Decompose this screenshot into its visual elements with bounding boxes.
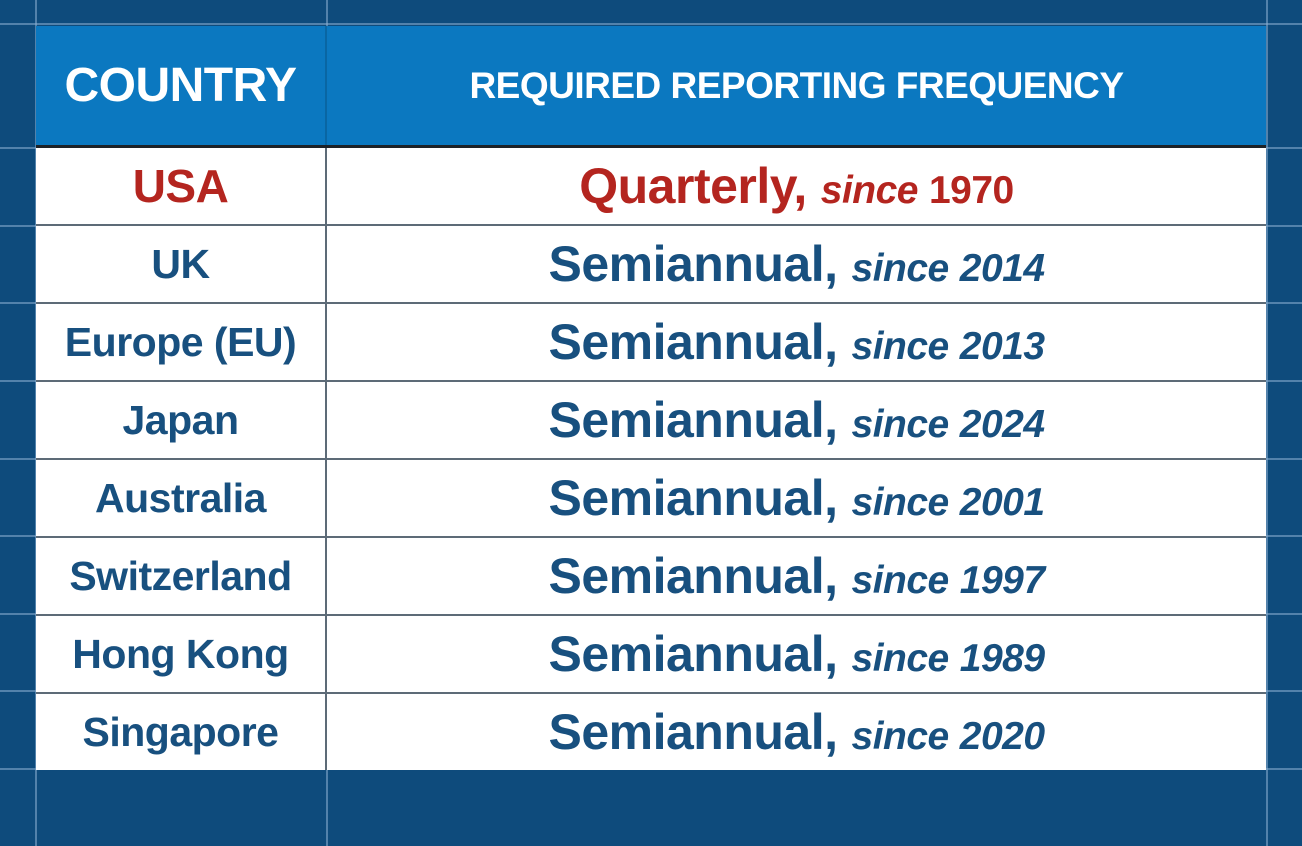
since-word: since (820, 169, 919, 212)
country-cell: Switzerland (36, 538, 327, 614)
frequency-cell: Quarterly, since 1970 (327, 148, 1266, 224)
frequency-cell: Semiannual, since 2020 (327, 694, 1266, 770)
table-body: USA Quarterly, since 1970 UK Semiannual, si… (36, 148, 1266, 770)
background-grid-line-vertical (1266, 0, 1268, 846)
frequency-main-text: Semiannual, (548, 236, 838, 292)
since-year: 2014 (959, 247, 1045, 290)
table-row: Japan Semiannual, since 2024 (36, 382, 1266, 460)
country-cell: Hong Kong (36, 616, 327, 692)
table-row: Hong Kong Semiannual, since 1989 (36, 616, 1266, 694)
country-label: Singapore (82, 708, 279, 755)
since-year: 2020 (959, 715, 1045, 758)
column-header-frequency: REQUIRED REPORTING FREQUENCY (469, 64, 1124, 106)
frequency-text: Semiannual, since 2014 (548, 235, 1045, 293)
frequency-cell: Semiannual, since 2013 (327, 304, 1266, 380)
country-label: Japan (122, 396, 240, 443)
frequency-cell: Semiannual, since 1989 (327, 616, 1266, 692)
since-year: 2001 (959, 481, 1045, 524)
since-year: 2024 (959, 403, 1045, 446)
country-label: Europe (EU) (64, 318, 297, 365)
frequency-text: Semiannual, since 1989 (548, 625, 1045, 683)
since-word: since (851, 481, 950, 524)
country-cell: UK (36, 226, 327, 302)
frequency-text: Semiannual, since 2013 (548, 313, 1045, 371)
reporting-frequency-table: COUNTRY REQUIRED REPORTING FREQUENCY USA… (36, 26, 1266, 770)
frequency-main-text: Semiannual, (548, 626, 838, 682)
frequency-cell: Semiannual, since 2014 (327, 226, 1266, 302)
frequency-main-text: Quarterly, (579, 158, 807, 214)
country-label: Hong Kong (72, 630, 289, 677)
frequency-main-text: Semiannual, (548, 392, 838, 448)
since-word: since (851, 559, 950, 602)
column-header-country: COUNTRY (36, 26, 327, 145)
table-row: Europe (EU) Semiannual, since 2013 (36, 304, 1266, 382)
frequency-text: Semiannual, since 2024 (548, 391, 1045, 449)
since-word: since (851, 403, 950, 446)
table-header-row: COUNTRY REQUIRED REPORTING FREQUENCY (36, 26, 1266, 148)
frequency-main-text: Semiannual, (548, 314, 838, 370)
since-year: 1970 (928, 169, 1014, 212)
country-label: Australia (95, 474, 266, 521)
frequency-main-text: Semiannual, (548, 470, 838, 526)
table-row: USA Quarterly, since 1970 (36, 148, 1266, 226)
table-row: Australia Semiannual, since 2001 (36, 460, 1266, 538)
country-cell: Japan (36, 382, 327, 458)
frequency-cell: Semiannual, since 1997 (327, 538, 1266, 614)
country-cell: Europe (EU) (36, 304, 327, 380)
country-cell: Australia (36, 460, 327, 536)
frequency-main-text: Semiannual, (548, 704, 838, 760)
country-label: USA (132, 160, 229, 212)
since-year: 1997 (959, 559, 1045, 602)
country-cell: Singapore (36, 694, 327, 770)
since-word: since (851, 637, 950, 680)
table-row: UK Semiannual, since 2014 (36, 226, 1266, 304)
since-word: since (851, 325, 950, 368)
country-label: UK (151, 240, 210, 287)
table-row: Switzerland Semiannual, since 1997 (36, 538, 1266, 616)
frequency-main-text: Semiannual, (548, 548, 838, 604)
frequency-cell: Semiannual, since 2024 (327, 382, 1266, 458)
since-word: since (851, 715, 950, 758)
since-year: 2013 (959, 325, 1045, 368)
since-word: since (851, 247, 950, 290)
frequency-text: Quarterly, since 1970 (579, 157, 1014, 215)
since-year: 1989 (959, 637, 1045, 680)
frequency-text: Semiannual, since 1997 (548, 547, 1045, 605)
table-row: Singapore Semiannual, since 2020 (36, 694, 1266, 770)
frequency-text: Semiannual, since 2020 (548, 703, 1045, 761)
country-label: Switzerland (69, 552, 292, 599)
frequency-text: Semiannual, since 2001 (548, 469, 1045, 527)
frequency-cell: Semiannual, since 2001 (327, 460, 1266, 536)
country-cell: USA (36, 148, 327, 224)
background-grid-line-horizontal (0, 23, 1302, 25)
